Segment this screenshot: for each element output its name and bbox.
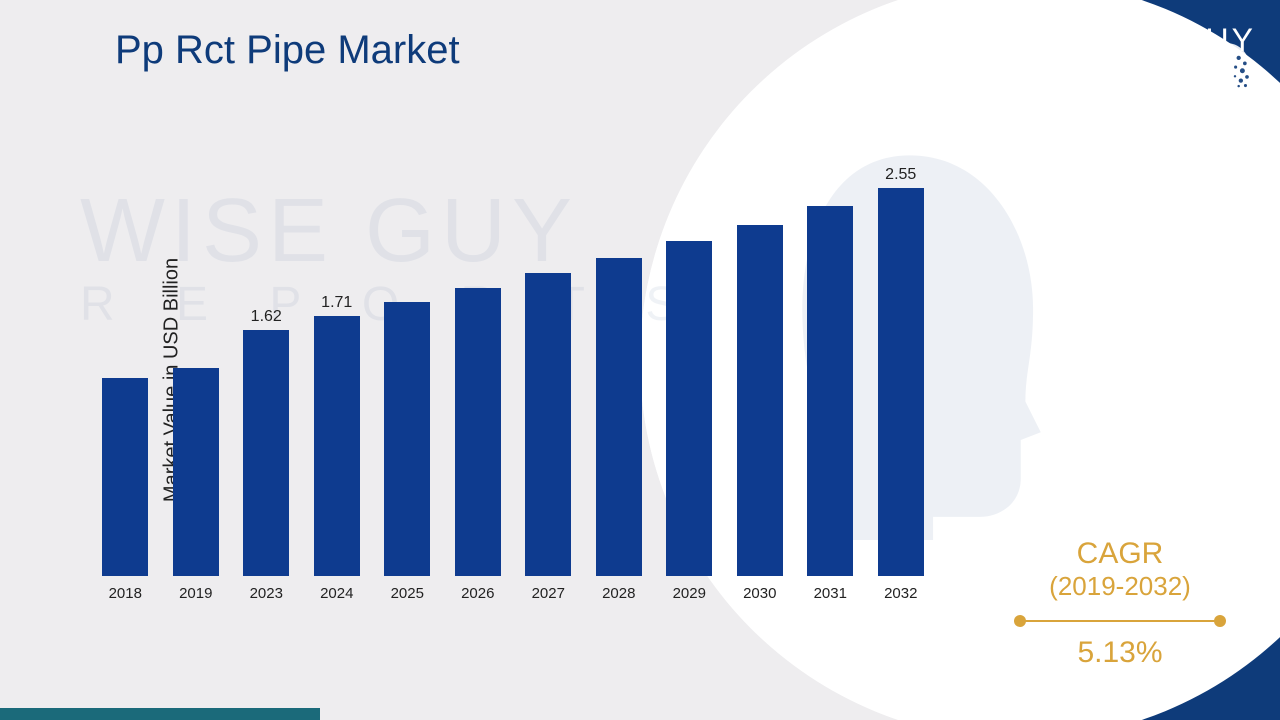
bar-wrap: 2.552032 xyxy=(876,166,927,576)
x-tick-label: 2023 xyxy=(250,585,283,602)
bottom-accent-bar xyxy=(0,708,320,720)
bar xyxy=(525,273,571,576)
bar-wrap: 2019 xyxy=(171,368,222,576)
x-tick-label: 2030 xyxy=(743,585,776,602)
brand-head-icon xyxy=(1192,40,1262,120)
brand-logo: WISE GUY R E P O R T S xyxy=(1010,22,1256,78)
bar-value-label: 1.71 xyxy=(321,294,352,312)
bar xyxy=(737,225,783,576)
x-tick-label: 2018 xyxy=(109,585,142,602)
bar-wrap: 2030 xyxy=(735,225,786,576)
x-tick-label: 2027 xyxy=(532,585,565,602)
x-tick-label: 2026 xyxy=(461,585,494,602)
bar xyxy=(666,241,712,576)
bar-wrap: 2026 xyxy=(453,288,504,576)
bar-wrap: 1.712024 xyxy=(312,294,363,576)
bar xyxy=(173,368,219,576)
bar xyxy=(102,378,148,576)
bar xyxy=(807,206,853,576)
bar xyxy=(596,258,642,576)
bar xyxy=(455,288,501,576)
x-tick-label: 2019 xyxy=(179,585,212,602)
cagr-label: CAGR xyxy=(990,537,1250,571)
bar-wrap: 2027 xyxy=(523,273,574,576)
bar-value-label: 1.62 xyxy=(251,308,282,326)
page-root: WISE GUY R E P O R T S Pp Rct Pipe Marke… xyxy=(0,0,1280,720)
chart-title: Pp Rct Pipe Market xyxy=(115,28,460,73)
x-tick-label: 2029 xyxy=(673,585,706,602)
bar-wrap: 2018 xyxy=(100,378,151,576)
x-tick-label: 2025 xyxy=(391,585,424,602)
bar xyxy=(384,302,430,576)
bars-container: 2018 2019 1.622023 1.712024 2025 2026 2027 2028… xyxy=(96,150,930,576)
bar-wrap: 1.622023 xyxy=(241,308,292,576)
bar-value-label: 2.55 xyxy=(885,166,916,184)
bar-wrap: 2025 xyxy=(382,302,433,576)
bar xyxy=(878,188,924,576)
bar xyxy=(243,330,289,576)
bar-chart: Market Value in USD Billion 201820191.62… xyxy=(60,150,930,610)
cagr-block: CAGR (2019-2032) 5.13% xyxy=(990,537,1250,670)
bar-wrap: 2029 xyxy=(664,241,715,576)
bar xyxy=(314,316,360,576)
plot-area: 2018 2019 1.622023 1.712024 2025 2026 2027 2028… xyxy=(96,150,930,576)
cagr-years: (2019-2032) xyxy=(990,571,1250,602)
cagr-divider xyxy=(1020,620,1220,622)
x-tick-label: 2028 xyxy=(602,585,635,602)
x-tick-label: 2032 xyxy=(884,585,917,602)
x-tick-label: 2031 xyxy=(814,585,847,602)
cagr-value: 5.13% xyxy=(990,636,1250,670)
bar-wrap: 2028 xyxy=(594,258,645,576)
x-tick-label: 2024 xyxy=(320,585,353,602)
bar-wrap: 2031 xyxy=(805,206,856,576)
